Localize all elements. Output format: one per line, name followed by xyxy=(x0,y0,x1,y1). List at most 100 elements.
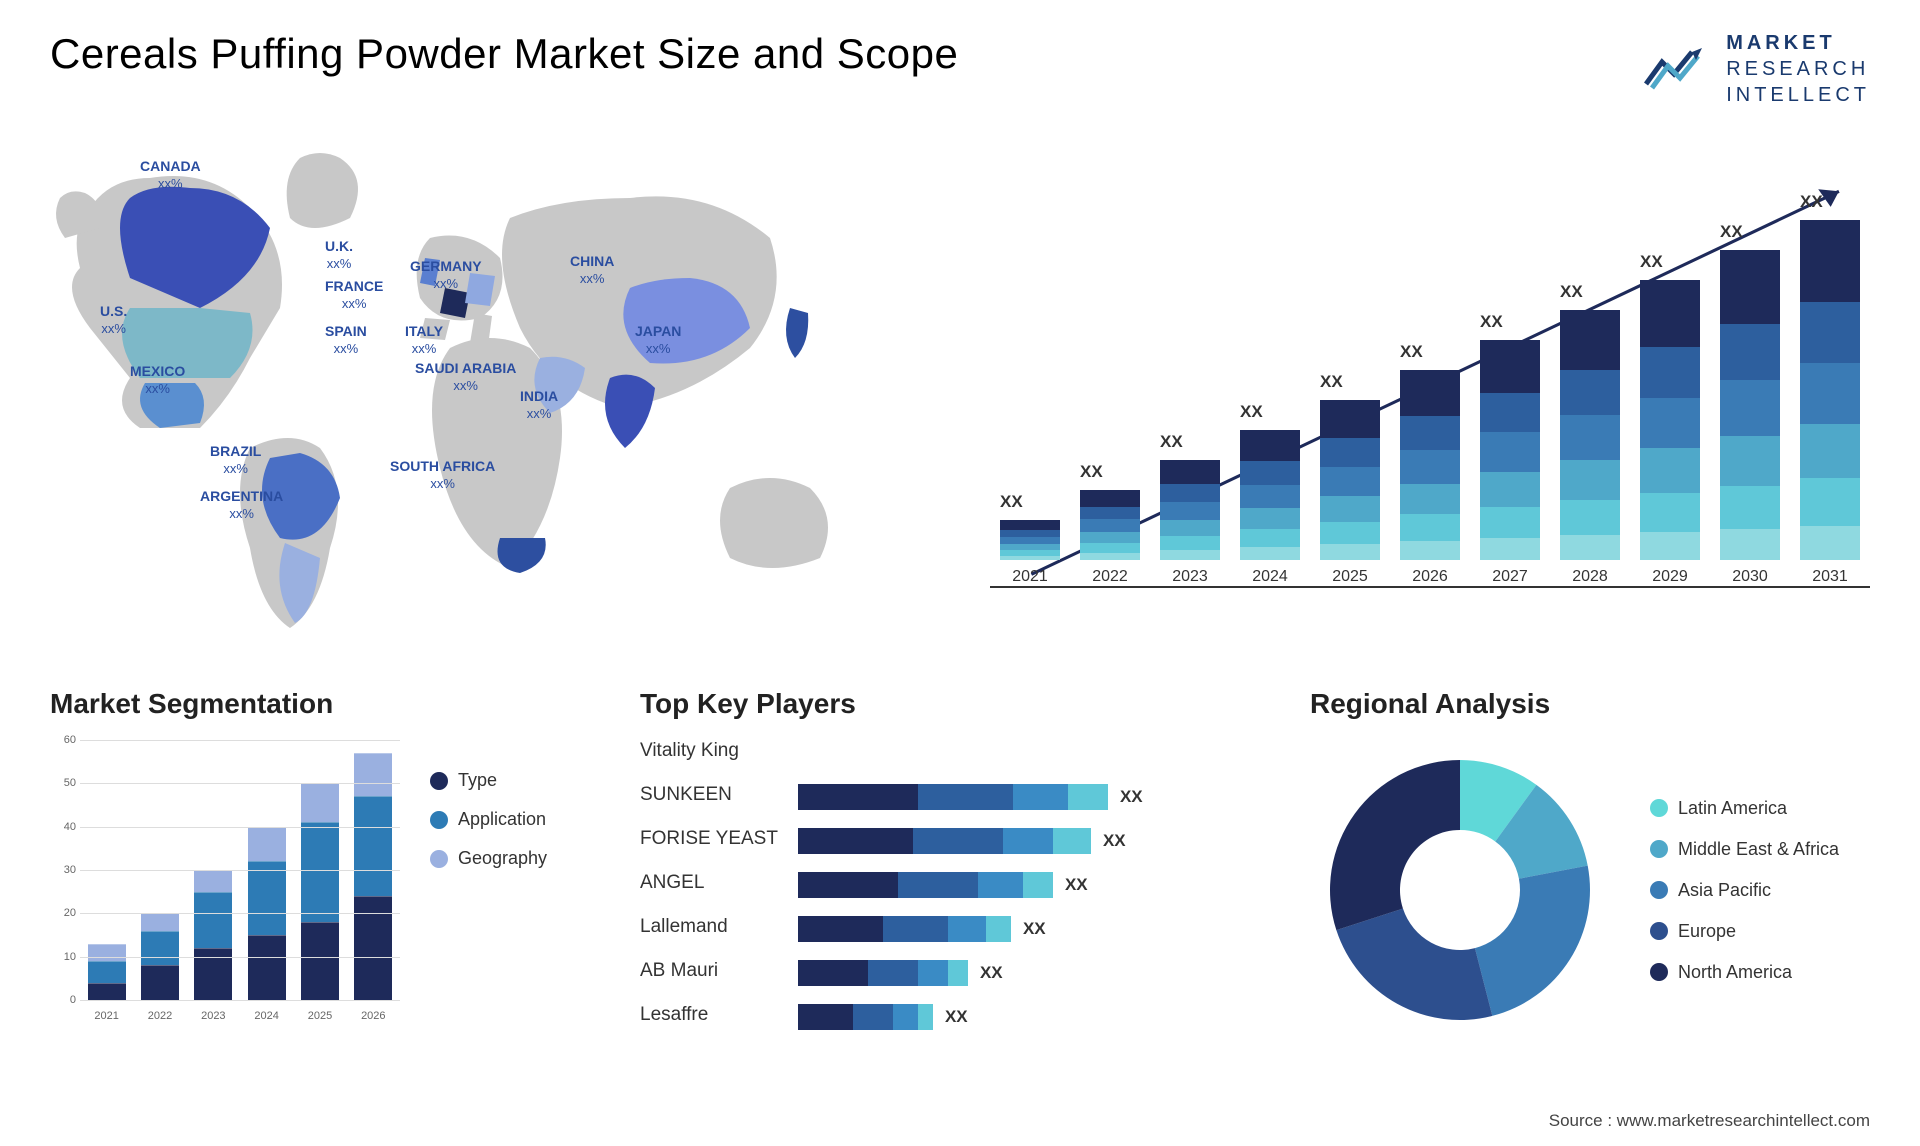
logo-icon xyxy=(1644,44,1714,94)
bottom-row: Market Segmentation 0102030405060 202120… xyxy=(50,688,1870,1040)
regional-legend-item: Asia Pacific xyxy=(1650,880,1839,901)
map-label-mexico: MEXICOxx% xyxy=(130,363,185,397)
donut-slice-asia-pacific xyxy=(1475,866,1590,1016)
map-label-italy: ITALYxx% xyxy=(405,323,443,357)
growth-bar-value: XX xyxy=(1320,372,1343,392)
segmentation-chart: 0102030405060 202120222023202420252026 T… xyxy=(50,740,590,1040)
growth-chart: XX2021XX2022XX2023XX2024XX2025XX2026XX20… xyxy=(990,128,1870,648)
growth-bar-2029: XX2029 xyxy=(1635,280,1705,586)
growth-bar-2023: XX2023 xyxy=(1155,460,1225,586)
player-name: FORISE YEAST xyxy=(640,828,778,854)
source-text: Source : www.marketresearchintellect.com xyxy=(1549,1111,1870,1131)
regional-chart: Latin America Middle East & Africa Asia Pa… xyxy=(1310,740,1870,1040)
growth-xlabel: 2024 xyxy=(1252,568,1288,586)
regional-section: Regional Analysis Latin America Middle Ea… xyxy=(1310,688,1870,1040)
growth-bar-value: XX xyxy=(1640,252,1663,272)
player-bar-row: XX xyxy=(798,872,1260,898)
regional-legend-item: Latin America xyxy=(1650,798,1839,819)
donut-slice-europe xyxy=(1336,909,1492,1020)
map-label-japan: JAPANxx% xyxy=(635,323,681,357)
map-label-u-s-: U.S.xx% xyxy=(100,303,127,337)
growth-xlabel: 2026 xyxy=(1412,568,1448,586)
segmentation-section: Market Segmentation 0102030405060 202120… xyxy=(50,688,590,1040)
segmentation-title: Market Segmentation xyxy=(50,688,590,720)
player-bar-row: XX xyxy=(798,916,1260,942)
seg-xlabels: 202120222023202420252026 xyxy=(80,1010,400,1022)
player-bar-row xyxy=(798,740,1260,766)
regional-legend-item: Europe xyxy=(1650,921,1839,942)
growth-xlabel: 2023 xyxy=(1172,568,1208,586)
growth-bar-2025: XX2025 xyxy=(1315,400,1385,586)
segmentation-legend: Type Application Geography xyxy=(430,740,547,1040)
regional-legend-item: Middle East & Africa xyxy=(1650,839,1839,860)
growth-bar-2028: XX2028 xyxy=(1555,310,1625,586)
seg-bar-2025 xyxy=(301,783,339,1000)
growth-xlabel: 2028 xyxy=(1572,568,1608,586)
seg-legend-application: Application xyxy=(430,809,547,830)
growth-bar-2024: XX2024 xyxy=(1235,430,1305,586)
growth-bar-value: XX xyxy=(1080,462,1103,482)
growth-bar-value: XX xyxy=(1240,402,1263,422)
map-label-canada: CANADAxx% xyxy=(140,158,201,192)
growth-bar-value: XX xyxy=(1480,312,1503,332)
player-name: Lallemand xyxy=(640,916,778,942)
seg-bar-2026 xyxy=(354,753,392,1000)
growth-bar-2030: XX2030 xyxy=(1715,250,1785,586)
map-label-spain: SPAINxx% xyxy=(325,323,367,357)
regional-legend-item: North America xyxy=(1650,962,1839,983)
map-label-brazil: BRAZILxx% xyxy=(210,443,261,477)
map-label-argentina: ARGENTINAxx% xyxy=(200,488,283,522)
players-section: Top Key Players Vitality King SUNKEEN FORI… xyxy=(640,688,1260,1040)
donut-chart xyxy=(1310,740,1610,1040)
growth-xlabel: 2027 xyxy=(1492,568,1528,586)
growth-xlabel: 2022 xyxy=(1092,568,1128,586)
growth-bar-value: XX xyxy=(1160,432,1183,452)
growth-bar-2031: XX2031 xyxy=(1795,220,1865,586)
seg-legend-type: Type xyxy=(430,770,547,791)
players-title: Top Key Players xyxy=(640,688,1260,720)
map-label-france: FRANCExx% xyxy=(325,278,383,312)
seg-legend-geography: Geography xyxy=(430,848,547,869)
growth-bar-value: XX xyxy=(1800,192,1823,212)
regional-title: Regional Analysis xyxy=(1310,688,1870,720)
players-chart: Vitality King SUNKEEN FORISE YEAST ANGEL Lal… xyxy=(640,740,1260,1030)
header: Cereals Puffing Powder Market Size and S… xyxy=(50,30,1870,108)
player-bar-row: XX xyxy=(798,828,1260,854)
donut-svg xyxy=(1310,740,1610,1040)
brand-logo: MARKET RESEARCH INTELLECT xyxy=(1644,30,1870,108)
player-bars: XXXXXXXXXXXX xyxy=(798,740,1260,1030)
growth-bar-value: XX xyxy=(1400,342,1423,362)
player-bar-row: XX xyxy=(798,784,1260,810)
growth-xlabel: 2029 xyxy=(1652,568,1688,586)
growth-bar-2021: XX2021 xyxy=(995,520,1065,586)
page-title: Cereals Puffing Powder Market Size and S… xyxy=(50,30,958,78)
player-name: Vitality King xyxy=(640,740,778,766)
seg-bar-2021 xyxy=(88,944,126,1000)
map-label-south-africa: SOUTH AFRICAxx% xyxy=(390,458,495,492)
logo-text: MARKET RESEARCH INTELLECT xyxy=(1726,30,1870,108)
growth-xlabel: 2031 xyxy=(1812,568,1848,586)
growth-bar-2026: XX2026 xyxy=(1395,370,1465,586)
map-label-india: INDIAxx% xyxy=(520,388,558,422)
growth-bar-2022: XX2022 xyxy=(1075,490,1145,586)
map-label-saudi-arabia: SAUDI ARABIAxx% xyxy=(415,360,516,394)
seg-yaxis: 0102030405060 xyxy=(50,740,80,1000)
player-name: Lesaffre xyxy=(640,1004,778,1030)
player-name: SUNKEEN xyxy=(640,784,778,810)
growth-xlabel: 2025 xyxy=(1332,568,1368,586)
map-label-china: CHINAxx% xyxy=(570,253,614,287)
growth-bar-value: XX xyxy=(1000,492,1023,512)
growth-xlabel: 2030 xyxy=(1732,568,1768,586)
donut-slice-north-america xyxy=(1330,760,1460,930)
top-row: CANADAxx% U.S.xx%MEXICOxx% BRAZILxx% ARGENT… xyxy=(50,128,1870,648)
player-name: AB Mauri xyxy=(640,960,778,986)
player-bar-row: XX xyxy=(798,960,1260,986)
growth-xlabel: 2021 xyxy=(1012,568,1048,586)
player-name: ANGEL xyxy=(640,872,778,898)
growth-bar-2027: XX2027 xyxy=(1475,340,1545,586)
world-map: CANADAxx% U.S.xx%MEXICOxx% BRAZILxx% ARGENT… xyxy=(50,128,950,648)
map-label-u-k-: U.K.xx% xyxy=(325,238,353,272)
map-label-germany: GERMANYxx% xyxy=(410,258,482,292)
growth-bars: XX2021XX2022XX2023XX2024XX2025XX2026XX20… xyxy=(990,168,1870,588)
growth-bar-value: XX xyxy=(1720,222,1743,242)
